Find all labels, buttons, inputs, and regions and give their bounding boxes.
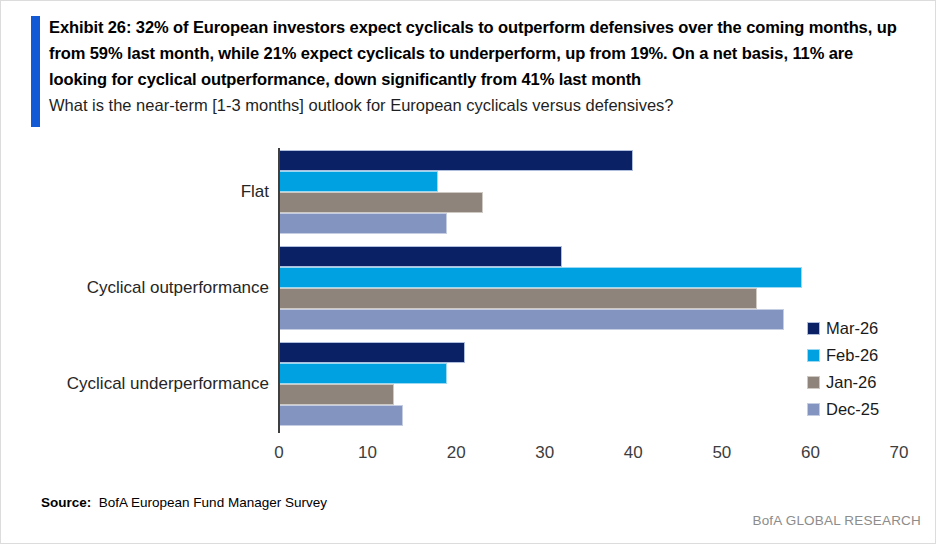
bar-jan-26-flat [279,192,483,213]
category-label-flat: Flat [31,181,269,203]
category-label-cyclical-underperformance: Cyclical underperformance [31,373,269,395]
legend-item-feb-26: Feb-26 [807,342,879,369]
exhibit-panel: Exhibit 26: 32% of European investors ex… [0,0,936,544]
bar-feb-26-cyclical-underperformance [279,363,447,384]
legend-label-feb-26: Feb-26 [826,346,878,365]
brand-text: BofA GLOBAL RESEARCH [752,513,921,528]
chart-legend: Mar-26 Feb-26 Jan-26 Dec-25 [807,315,879,423]
x-tick-20: 20 [434,443,478,463]
grouped-bar-chart: Flat Cyclical outperformance Cyclical unde… [1,1,936,544]
bar-mar-26-cyclical-underperformance [279,342,465,363]
bar-dec-25-cyclical-underperformance [279,405,403,426]
legend-item-jan-26: Jan-26 [807,369,879,396]
x-tick-40: 40 [611,443,655,463]
bar-dec-25-flat [279,213,447,234]
bar-mar-26-cyclical-outperformance [279,246,562,267]
legend-swatch-icon-dec-25 [807,403,820,416]
legend-item-dec-25: Dec-25 [807,396,879,423]
legend-label-dec-25: Dec-25 [826,400,879,419]
x-tick-60: 60 [788,443,832,463]
source-label: Source: [41,495,91,510]
bar-jan-26-cyclical-underperformance [279,384,394,405]
bar-feb-26-flat [279,171,438,192]
legend-item-mar-26: Mar-26 [807,315,879,342]
bar-jan-26-cyclical-outperformance [279,288,757,309]
x-tick-10: 10 [346,443,390,463]
source-line: Source: BofA European Fund Manager Surve… [41,495,327,510]
source-value: BofA European Fund Manager Survey [99,495,327,510]
x-tick-70: 70 [877,443,921,463]
legend-swatch-icon-jan-26 [807,376,820,389]
y-axis-line [278,148,280,433]
x-tick-30: 30 [523,443,567,463]
x-tick-0: 0 [257,443,301,463]
legend-label-mar-26: Mar-26 [826,319,878,338]
legend-label-jan-26: Jan-26 [826,373,876,392]
bar-mar-26-flat [279,150,633,171]
x-tick-50: 50 [700,443,744,463]
bar-dec-25-cyclical-outperformance [279,309,784,330]
legend-swatch-icon-feb-26 [807,349,820,362]
legend-swatch-icon-mar-26 [807,322,820,335]
category-label-cyclical-outperformance: Cyclical outperformance [31,277,269,299]
bar-feb-26-cyclical-outperformance [279,267,802,288]
